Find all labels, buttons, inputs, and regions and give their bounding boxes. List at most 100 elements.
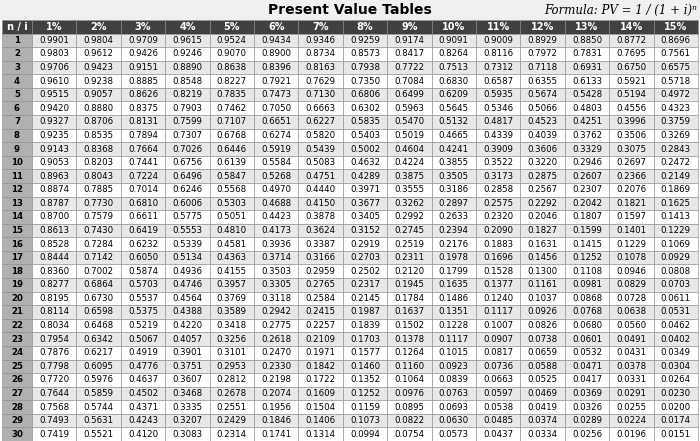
Text: 0.3207: 0.3207 [172, 416, 202, 425]
Text: 0.5674: 0.5674 [528, 90, 558, 99]
Bar [298, 197, 343, 210]
Bar [298, 427, 343, 441]
Text: 0.2843: 0.2843 [661, 145, 691, 153]
Text: 0.3759: 0.3759 [661, 117, 691, 127]
Text: 0.9053: 0.9053 [39, 158, 69, 167]
Bar [520, 359, 565, 373]
Text: Present Value Tables: Present Value Tables [268, 3, 432, 17]
Text: 0.7972: 0.7972 [528, 49, 558, 59]
Text: 0.4632: 0.4632 [350, 158, 380, 167]
Text: 0.0680: 0.0680 [572, 321, 602, 330]
Text: 0.5976: 0.5976 [83, 375, 113, 385]
Text: 20: 20 [11, 294, 23, 303]
Bar [432, 346, 476, 359]
Bar [298, 224, 343, 237]
Text: 5: 5 [14, 90, 20, 99]
Bar [298, 75, 343, 88]
Bar [32, 224, 76, 237]
Text: 0.2875: 0.2875 [528, 172, 558, 181]
Text: 0.2678: 0.2678 [217, 389, 247, 398]
Bar [32, 20, 76, 34]
Text: 0.5584: 0.5584 [261, 158, 291, 167]
Text: 0.5219: 0.5219 [128, 321, 158, 330]
Bar [165, 278, 209, 292]
Bar [209, 251, 254, 265]
Text: 0.8613: 0.8613 [39, 226, 69, 235]
Text: 0.7142: 0.7142 [83, 253, 113, 262]
Text: 0.0417: 0.0417 [572, 375, 602, 385]
Text: 0.7473: 0.7473 [261, 90, 291, 99]
Text: 0.8368: 0.8368 [83, 145, 113, 153]
Text: 0.5268: 0.5268 [261, 172, 291, 181]
Text: 0.0538: 0.0538 [483, 403, 513, 411]
Text: 0.3166: 0.3166 [305, 253, 336, 262]
Text: 0.1069: 0.1069 [661, 239, 691, 249]
Bar [387, 414, 432, 427]
Text: 27: 27 [11, 389, 23, 398]
Bar [609, 305, 654, 319]
Text: 0.1406: 0.1406 [305, 416, 336, 425]
Bar [654, 169, 698, 183]
Text: 0.1987: 0.1987 [350, 307, 380, 317]
Text: 0.2317: 0.2317 [350, 280, 380, 289]
Text: 0.1703: 0.1703 [350, 335, 380, 344]
Bar [432, 278, 476, 292]
Text: 28: 28 [11, 403, 23, 411]
Text: 0.2090: 0.2090 [483, 226, 513, 235]
Bar [165, 292, 209, 305]
Bar [609, 237, 654, 251]
Text: 0.4502: 0.4502 [128, 389, 158, 398]
Bar [32, 319, 76, 333]
Bar [343, 101, 387, 115]
Text: 0.9238: 0.9238 [83, 77, 113, 86]
Text: 0.3118: 0.3118 [261, 294, 291, 303]
Bar [654, 292, 698, 305]
Text: 0.4173: 0.4173 [261, 226, 291, 235]
Text: 0.4776: 0.4776 [128, 362, 158, 371]
Bar [343, 387, 387, 400]
Bar [609, 319, 654, 333]
Bar [520, 346, 565, 359]
Bar [432, 292, 476, 305]
Text: 0.7695: 0.7695 [617, 49, 646, 59]
Bar [76, 61, 121, 75]
Bar [343, 61, 387, 75]
Bar [76, 142, 121, 156]
Text: 0.9615: 0.9615 [172, 36, 202, 45]
Bar [32, 129, 76, 142]
Bar [254, 400, 298, 414]
Text: 10%: 10% [442, 22, 466, 32]
Bar [121, 156, 165, 169]
Text: 0.7130: 0.7130 [305, 90, 336, 99]
Text: 0.1807: 0.1807 [572, 213, 602, 221]
Bar [254, 359, 298, 373]
Bar [387, 265, 432, 278]
Text: 0.2946: 0.2946 [572, 158, 602, 167]
Bar [165, 169, 209, 183]
Bar [565, 387, 609, 400]
Bar [609, 101, 654, 115]
Text: 0.1229: 0.1229 [617, 239, 646, 249]
Text: 0.7441: 0.7441 [128, 158, 158, 167]
Text: 26: 26 [11, 375, 23, 385]
Bar [520, 75, 565, 88]
Bar [32, 183, 76, 197]
Text: 0.9143: 0.9143 [39, 145, 69, 153]
Text: 0.6468: 0.6468 [83, 321, 113, 330]
Text: 0.7835: 0.7835 [217, 90, 247, 99]
Text: 0.5134: 0.5134 [172, 253, 202, 262]
Text: 13: 13 [11, 199, 23, 208]
Bar [254, 427, 298, 441]
Bar [609, 278, 654, 292]
Text: 0.7664: 0.7664 [128, 145, 158, 153]
Text: 12%: 12% [531, 22, 554, 32]
Bar [254, 265, 298, 278]
Bar [298, 278, 343, 292]
Bar [298, 414, 343, 427]
Bar [76, 88, 121, 101]
Text: 0.8277: 0.8277 [39, 280, 69, 289]
Text: 0.7050: 0.7050 [261, 104, 291, 113]
Bar [254, 387, 298, 400]
Bar [209, 237, 254, 251]
Bar [609, 265, 654, 278]
